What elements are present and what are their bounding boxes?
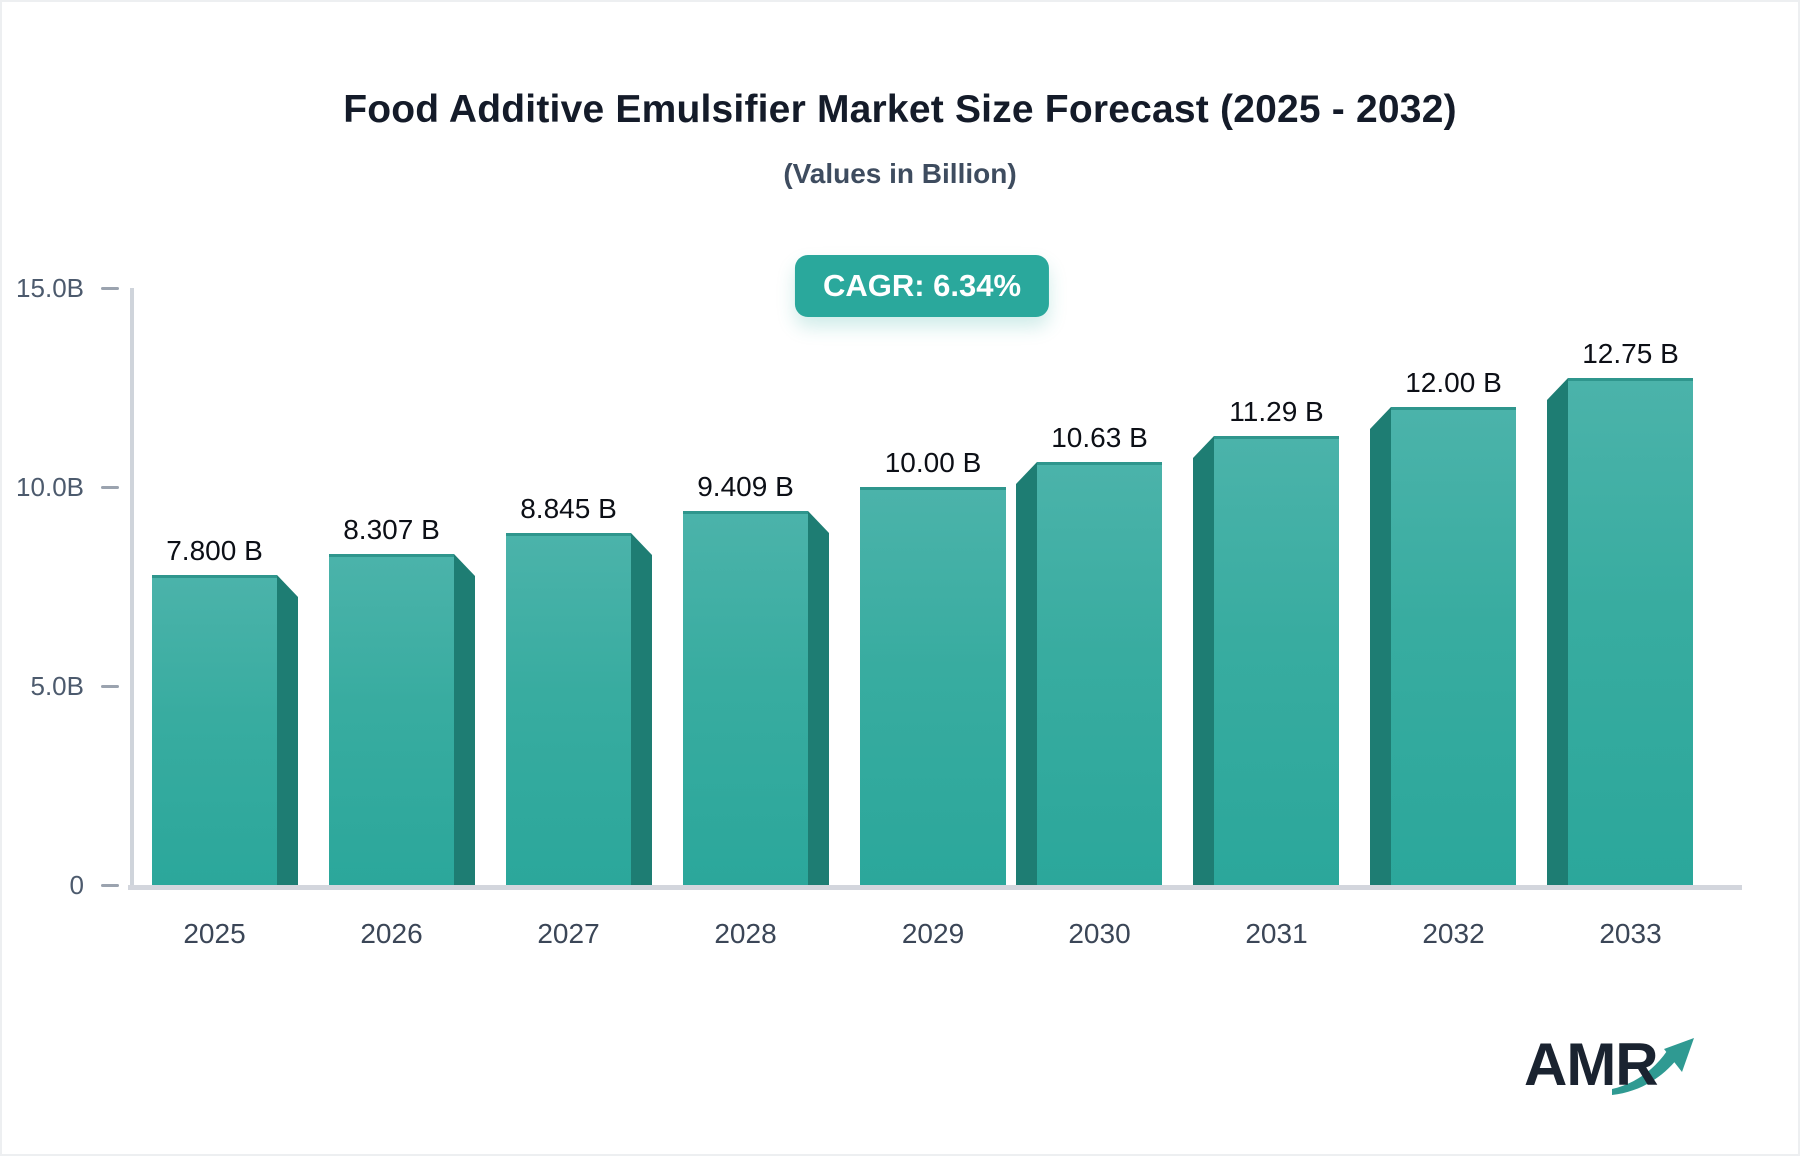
bar-side-face: [1193, 436, 1214, 885]
y-tick-mark: [101, 486, 119, 489]
bar-side-face: [277, 575, 298, 885]
chart-subtitle: (Values in Billion): [783, 158, 1017, 189]
x-axis-label: 2030: [1068, 918, 1131, 949]
x-axis-label: 2027: [537, 918, 600, 949]
bar: [152, 575, 277, 885]
bar: [329, 554, 454, 885]
x-axis-line: [128, 885, 1742, 890]
bar-group-2029: 10.00 B 2029: [860, 447, 1006, 949]
bar-value-label: 10.63 B: [1051, 422, 1148, 453]
bar-value-label: 8.845 B: [520, 493, 617, 524]
x-axis-label: 2033: [1599, 918, 1662, 949]
x-axis-label: 2031: [1245, 918, 1308, 949]
bar-value-label: 12.75 B: [1582, 338, 1679, 369]
bar-group-2027: 8.845 B 2027: [506, 493, 652, 949]
chart-title: Food Additive Emulsifier Market Size For…: [343, 88, 1457, 131]
y-tick-label: 10.0B: [16, 472, 84, 502]
bar-side-face: [631, 533, 652, 885]
bar: [506, 533, 631, 885]
bar: [683, 511, 808, 885]
y-tick-label: 15.0B: [16, 273, 84, 303]
bar: [860, 487, 1006, 885]
bar-group-2032: 12.00 B 2032: [1370, 367, 1516, 949]
y-tick-label: 0: [69, 870, 84, 900]
bar-group-2028: 9.409 B 2028: [683, 471, 829, 949]
bar-group-2033: 12.75 B 2033: [1547, 338, 1693, 949]
bar-group-2025: 7.800 B 2025: [152, 535, 298, 949]
x-axis-label: 2025: [183, 918, 246, 949]
bar: [1214, 436, 1339, 885]
bar-side-face: [1016, 462, 1037, 885]
bar-group-2031: 11.29 B 2031: [1193, 396, 1339, 949]
x-axis-label: 2026: [360, 918, 423, 949]
bar-side-face: [1547, 378, 1568, 885]
y-tick-mark: [101, 685, 119, 688]
amr-logo-text: AMR: [1524, 1031, 1659, 1098]
y-tick-label: 5.0B: [30, 671, 85, 701]
bar-value-label: 10.00 B: [884, 447, 982, 478]
bar-value-label: 12.00 B: [1405, 367, 1502, 398]
bar-side-face: [1370, 407, 1391, 885]
bar-value-label: 11.29 B: [1229, 396, 1324, 427]
y-tick-mark: [101, 884, 119, 887]
y-tick-mark: [101, 287, 119, 290]
x-axis-label: 2028: [714, 918, 777, 949]
bar-value-label: 9.409 B: [697, 471, 794, 502]
amr-logo: AMR: [1524, 1030, 1724, 1110]
x-axis-label: 2029: [901, 918, 965, 949]
cagr-badge: CAGR: 6.34%: [794, 255, 1050, 317]
bar: [1568, 378, 1693, 885]
bar-group-2026: 8.307 B 2026: [329, 514, 475, 949]
bar-value-label: 7.800 B: [166, 535, 263, 566]
bar: [1037, 462, 1162, 885]
x-axis-label: 2032: [1422, 918, 1485, 949]
bar-value-label: 8.307 B: [343, 514, 440, 545]
growth-arrow-icon: [1612, 1038, 1694, 1095]
bar-side-face: [808, 511, 829, 885]
bar-side-face: [454, 554, 475, 885]
bar: [1391, 407, 1516, 885]
y-axis-line: [130, 288, 134, 885]
bar-group-2030: 10.63 B 2030: [1016, 422, 1162, 949]
